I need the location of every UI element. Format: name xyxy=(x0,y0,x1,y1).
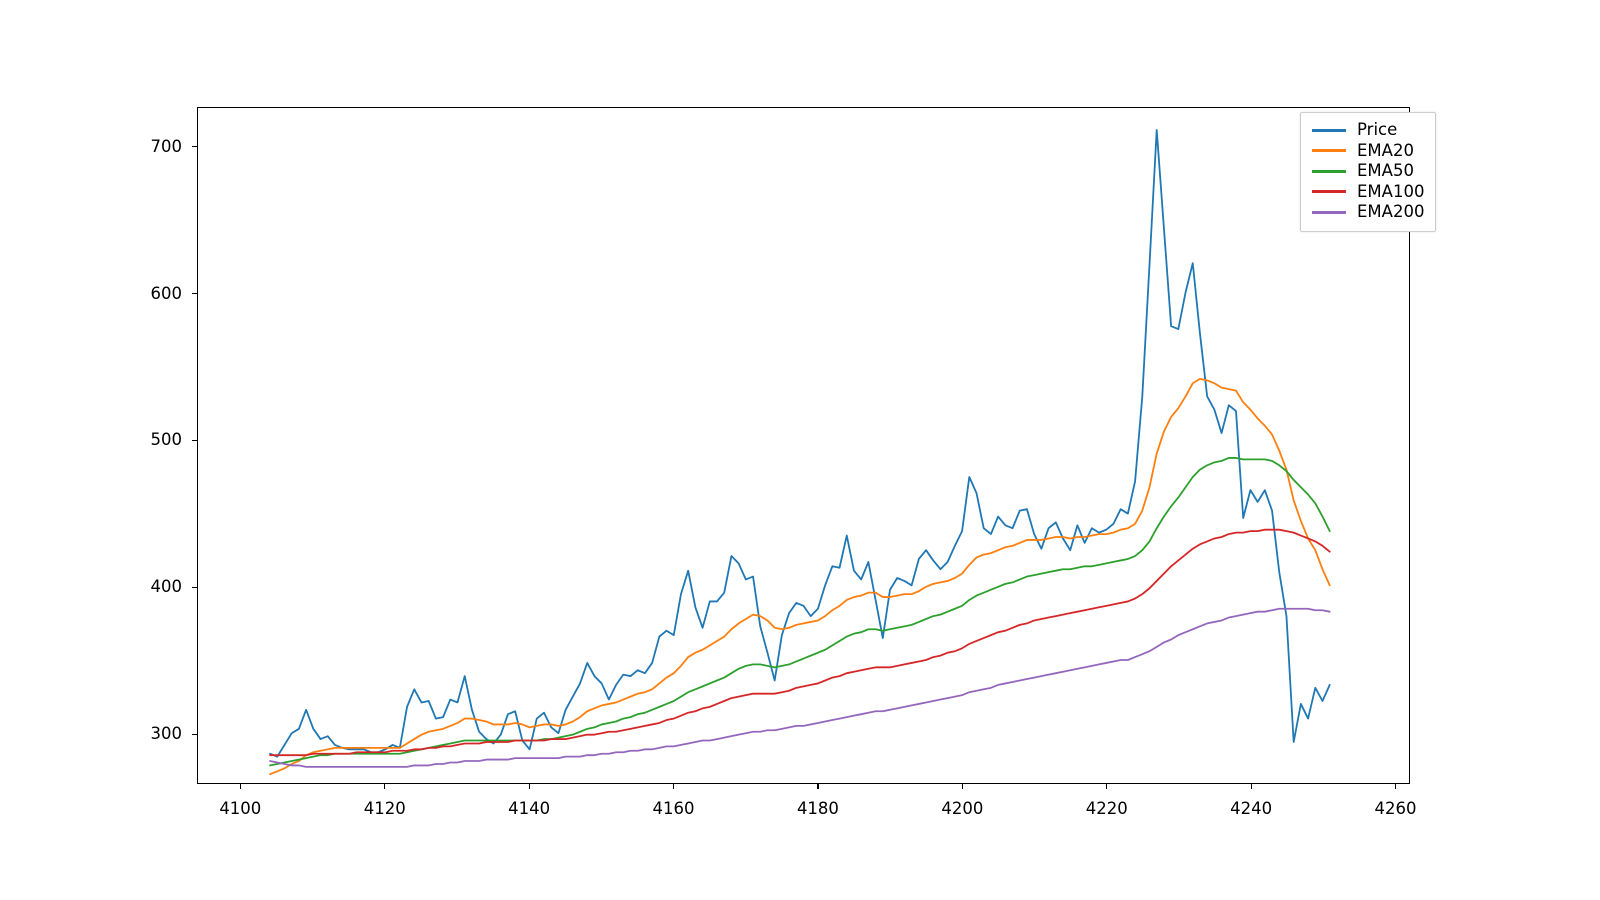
x-tick-mark xyxy=(1250,784,1252,789)
x-tick-mark xyxy=(961,784,963,789)
x-tick-label: 4240 xyxy=(1230,799,1273,818)
legend-item-ema50[interactable]: EMA50 xyxy=(1312,161,1424,182)
chart-legend: Price EMA20 EMA50 EMA100 EMA200 xyxy=(1300,112,1437,232)
x-tick-mark xyxy=(1395,784,1397,789)
x-tick-label: 4220 xyxy=(1085,799,1128,818)
x-tick-mark xyxy=(673,784,675,789)
legend-item-ema200[interactable]: EMA200 xyxy=(1312,202,1424,223)
legend-label: EMA200 xyxy=(1357,202,1425,221)
legend-color-swatch xyxy=(1312,210,1346,214)
x-tick-label: 4160 xyxy=(652,799,695,818)
series-line-ema50 xyxy=(269,457,1331,767)
legend-color-swatch xyxy=(1312,149,1346,153)
legend-item-ema100[interactable]: EMA100 xyxy=(1312,182,1424,203)
legend-label: Price xyxy=(1357,120,1398,139)
x-tick-label: 4100 xyxy=(219,799,262,818)
legend-color-swatch xyxy=(1312,190,1346,194)
series-line-ema200 xyxy=(269,607,1331,768)
x-tick-label: 4140 xyxy=(508,799,551,818)
plot-area xyxy=(197,107,1410,784)
legend-label: EMA100 xyxy=(1357,181,1425,201)
legend-label: EMA20 xyxy=(1357,140,1414,160)
legend-label: EMA50 xyxy=(1357,161,1414,180)
x-tick-mark xyxy=(239,784,241,789)
y-tick-label: 300 xyxy=(150,723,183,743)
y-tick-label: 500 xyxy=(150,430,183,450)
series-line-ema20 xyxy=(269,377,1331,776)
y-tick-mark xyxy=(192,586,197,588)
legend-color-swatch xyxy=(1312,128,1346,132)
x-tick-label: 4260 xyxy=(1374,799,1417,818)
y-tick-label: 700 xyxy=(150,136,183,156)
y-tick-label: 400 xyxy=(150,576,183,596)
x-tick-label: 4180 xyxy=(796,799,839,818)
x-tick-mark xyxy=(1106,784,1108,789)
series-lines xyxy=(269,129,1331,776)
legend-item-ema20[interactable]: EMA20 xyxy=(1312,141,1424,162)
y-tick-mark xyxy=(192,733,197,735)
series-line-price xyxy=(269,129,1331,758)
x-tick-mark xyxy=(528,784,530,789)
y-tick-mark xyxy=(192,293,197,295)
x-tick-label: 4200 xyxy=(941,799,984,818)
series-line-ema100 xyxy=(269,528,1331,757)
y-tick-mark xyxy=(192,146,197,148)
legend-color-swatch xyxy=(1312,169,1346,173)
y-tick-label: 600 xyxy=(150,283,183,303)
y-tick-mark xyxy=(192,439,197,441)
legend-item-price[interactable]: Price xyxy=(1312,120,1424,141)
x-tick-label: 4120 xyxy=(363,799,406,818)
x-tick-mark xyxy=(384,784,386,789)
x-tick-mark xyxy=(817,784,819,789)
